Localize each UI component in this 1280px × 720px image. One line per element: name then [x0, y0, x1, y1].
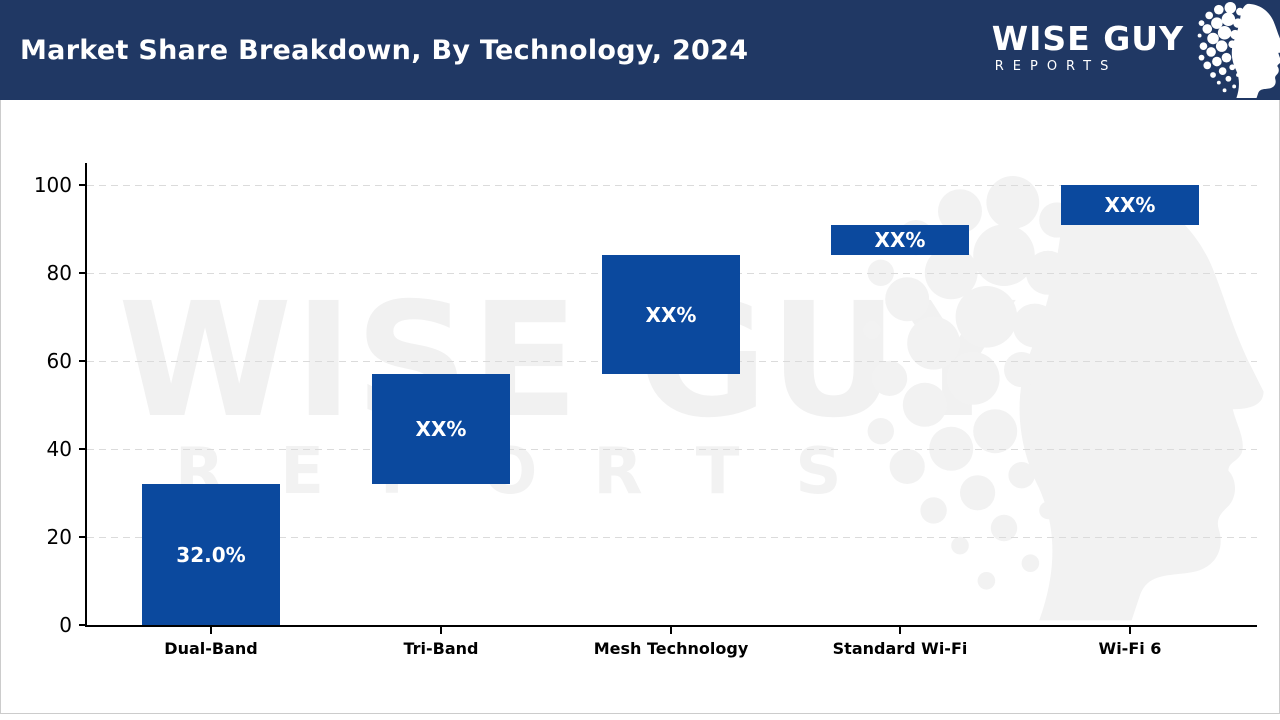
- y-tick-label: 20: [46, 525, 72, 549]
- x-tick-mark: [670, 626, 672, 634]
- x-category-label: Standard Wi-Fi: [832, 639, 968, 658]
- y-axis-line: [85, 163, 87, 627]
- y-tick-mark: [79, 360, 87, 362]
- y-tick-label: 60: [46, 349, 72, 373]
- bar-value-label: XX%: [1104, 192, 1156, 217]
- chart-title: Market Share Breakdown, By Technology, 2…: [20, 34, 749, 66]
- y-tick-label: 40: [46, 437, 72, 461]
- bar-value-label: XX%: [874, 228, 926, 252]
- waterfall-bar: [1061, 185, 1199, 225]
- y-tick-label: 100: [33, 173, 72, 197]
- watermark-subtitle: REPORTS: [175, 435, 898, 509]
- gridline-100: [87, 184, 1257, 186]
- x-category-label: Mesh Technology: [593, 639, 749, 658]
- x-axis-line: [85, 625, 1257, 627]
- logo-wordmark: WISE GUY: [991, 19, 1184, 58]
- bar-value-label: XX%: [415, 417, 467, 442]
- bar-value-label: XX%: [645, 302, 697, 327]
- y-tick-mark: [79, 184, 87, 186]
- y-tick-mark: [79, 624, 87, 626]
- x-category-label: Wi-Fi 6: [1098, 639, 1162, 658]
- x-tick-mark: [1129, 626, 1131, 634]
- gridline-40: [87, 448, 1257, 450]
- bar-value-label: 32.0%: [176, 542, 246, 567]
- waterfall-bar: [831, 224, 969, 256]
- y-tick-mark: [79, 448, 87, 450]
- logo-subtitle: REPORTS: [994, 59, 1118, 74]
- x-tick-mark: [899, 626, 901, 634]
- x-category-label: Dual-Band: [164, 639, 258, 658]
- waterfall-bar: [602, 255, 740, 375]
- x-category-label: Tri-Band: [403, 639, 479, 658]
- y-tick-mark: [79, 536, 87, 538]
- waterfall-bar: [372, 374, 510, 485]
- x-tick-mark: [210, 626, 212, 634]
- wiseguy-head-icon: [1197, 2, 1280, 98]
- x-tick-mark: [440, 626, 442, 634]
- y-tick-mark: [79, 272, 87, 274]
- wiseguy-logo: WISE GUY REPORTS: [970, 0, 1280, 100]
- y-tick-label: 0: [59, 613, 72, 637]
- gridline-20: [87, 536, 1257, 538]
- logo-text: WISE GUY REPORTS: [991, 19, 1184, 75]
- y-tick-label: 80: [46, 261, 72, 285]
- waterfall-bar: [142, 484, 280, 625]
- header: Market Share Breakdown, By Technology, 2…: [0, 0, 1280, 100]
